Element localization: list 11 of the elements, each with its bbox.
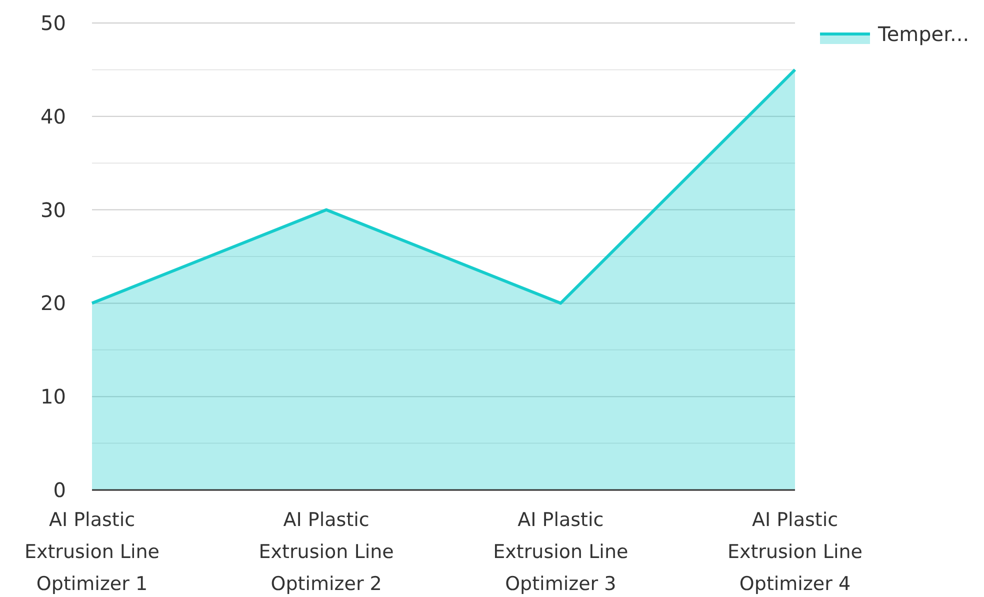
x-tick-label: AI Plastic Extrusion Line Optimizer 1 bbox=[24, 509, 160, 595]
legend-label: Temper... bbox=[877, 22, 970, 46]
y-tick-label: 10 bbox=[40, 384, 66, 409]
x-tick-label: AI Plastic Extrusion Line Optimizer 2 bbox=[258, 509, 394, 595]
y-tick-label: 20 bbox=[40, 291, 66, 316]
x-tick-label: AI Plastic Extrusion Line Optimizer 4 bbox=[727, 509, 863, 595]
y-tick-label: 30 bbox=[40, 198, 66, 222]
y-tick-label: 0 bbox=[53, 478, 66, 502]
x-tick-label: AI Plastic Extrusion Line Optimizer 3 bbox=[493, 509, 628, 595]
y-tick-label: 40 bbox=[40, 104, 66, 128]
y-tick-label: 50 bbox=[40, 11, 66, 35]
